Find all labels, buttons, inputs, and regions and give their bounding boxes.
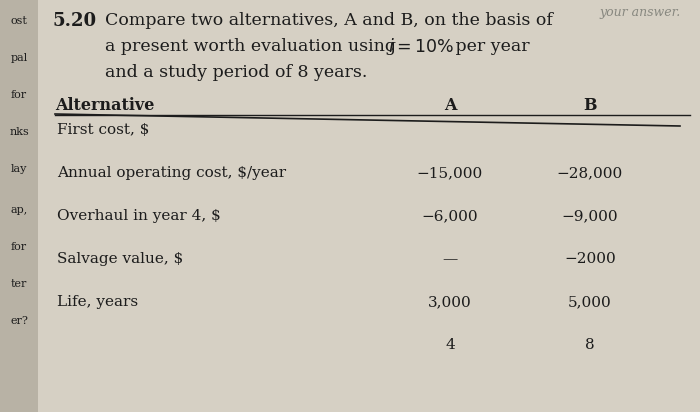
Text: ap,: ap, xyxy=(10,205,27,215)
Text: your answer.: your answer. xyxy=(599,6,680,19)
Text: Alternative: Alternative xyxy=(55,97,155,114)
Text: $i = 10\%$: $i = 10\%$ xyxy=(388,38,454,56)
Text: First cost, $: First cost, $ xyxy=(57,123,149,137)
Text: Life, years: Life, years xyxy=(57,295,138,309)
Text: 8: 8 xyxy=(585,338,595,352)
Text: Annual operating cost, $/year: Annual operating cost, $/year xyxy=(57,166,286,180)
Text: and a study period of 8 years.: and a study period of 8 years. xyxy=(105,64,368,81)
Text: −15,000: −15,000 xyxy=(417,166,483,180)
Text: for: for xyxy=(11,90,27,100)
Text: −28,000: −28,000 xyxy=(557,166,623,180)
Text: pal: pal xyxy=(10,53,27,63)
Text: 5,000: 5,000 xyxy=(568,295,612,309)
Text: ter: ter xyxy=(10,279,27,289)
Text: er?: er? xyxy=(10,316,28,326)
Text: A: A xyxy=(444,97,456,114)
Text: ost: ost xyxy=(10,16,27,26)
Text: 5.20: 5.20 xyxy=(53,12,97,30)
Text: for: for xyxy=(11,242,27,252)
Text: Salvage value, $: Salvage value, $ xyxy=(57,252,183,266)
Text: 3,000: 3,000 xyxy=(428,295,472,309)
Bar xyxy=(0,0,38,412)
Text: lay: lay xyxy=(10,164,27,174)
Text: 4: 4 xyxy=(445,338,455,352)
Text: Overhaul in year 4, $: Overhaul in year 4, $ xyxy=(57,209,220,223)
Text: B: B xyxy=(583,97,596,114)
Text: Compare two alternatives, A and B, on the basis of: Compare two alternatives, A and B, on th… xyxy=(105,12,553,29)
Text: —: — xyxy=(442,252,458,266)
Text: nks: nks xyxy=(9,127,29,137)
Text: per year: per year xyxy=(450,38,530,55)
Text: −9,000: −9,000 xyxy=(561,209,618,223)
Text: −2000: −2000 xyxy=(564,252,616,266)
Text: −6,000: −6,000 xyxy=(421,209,478,223)
Text: a present worth evaluation using: a present worth evaluation using xyxy=(105,38,402,55)
